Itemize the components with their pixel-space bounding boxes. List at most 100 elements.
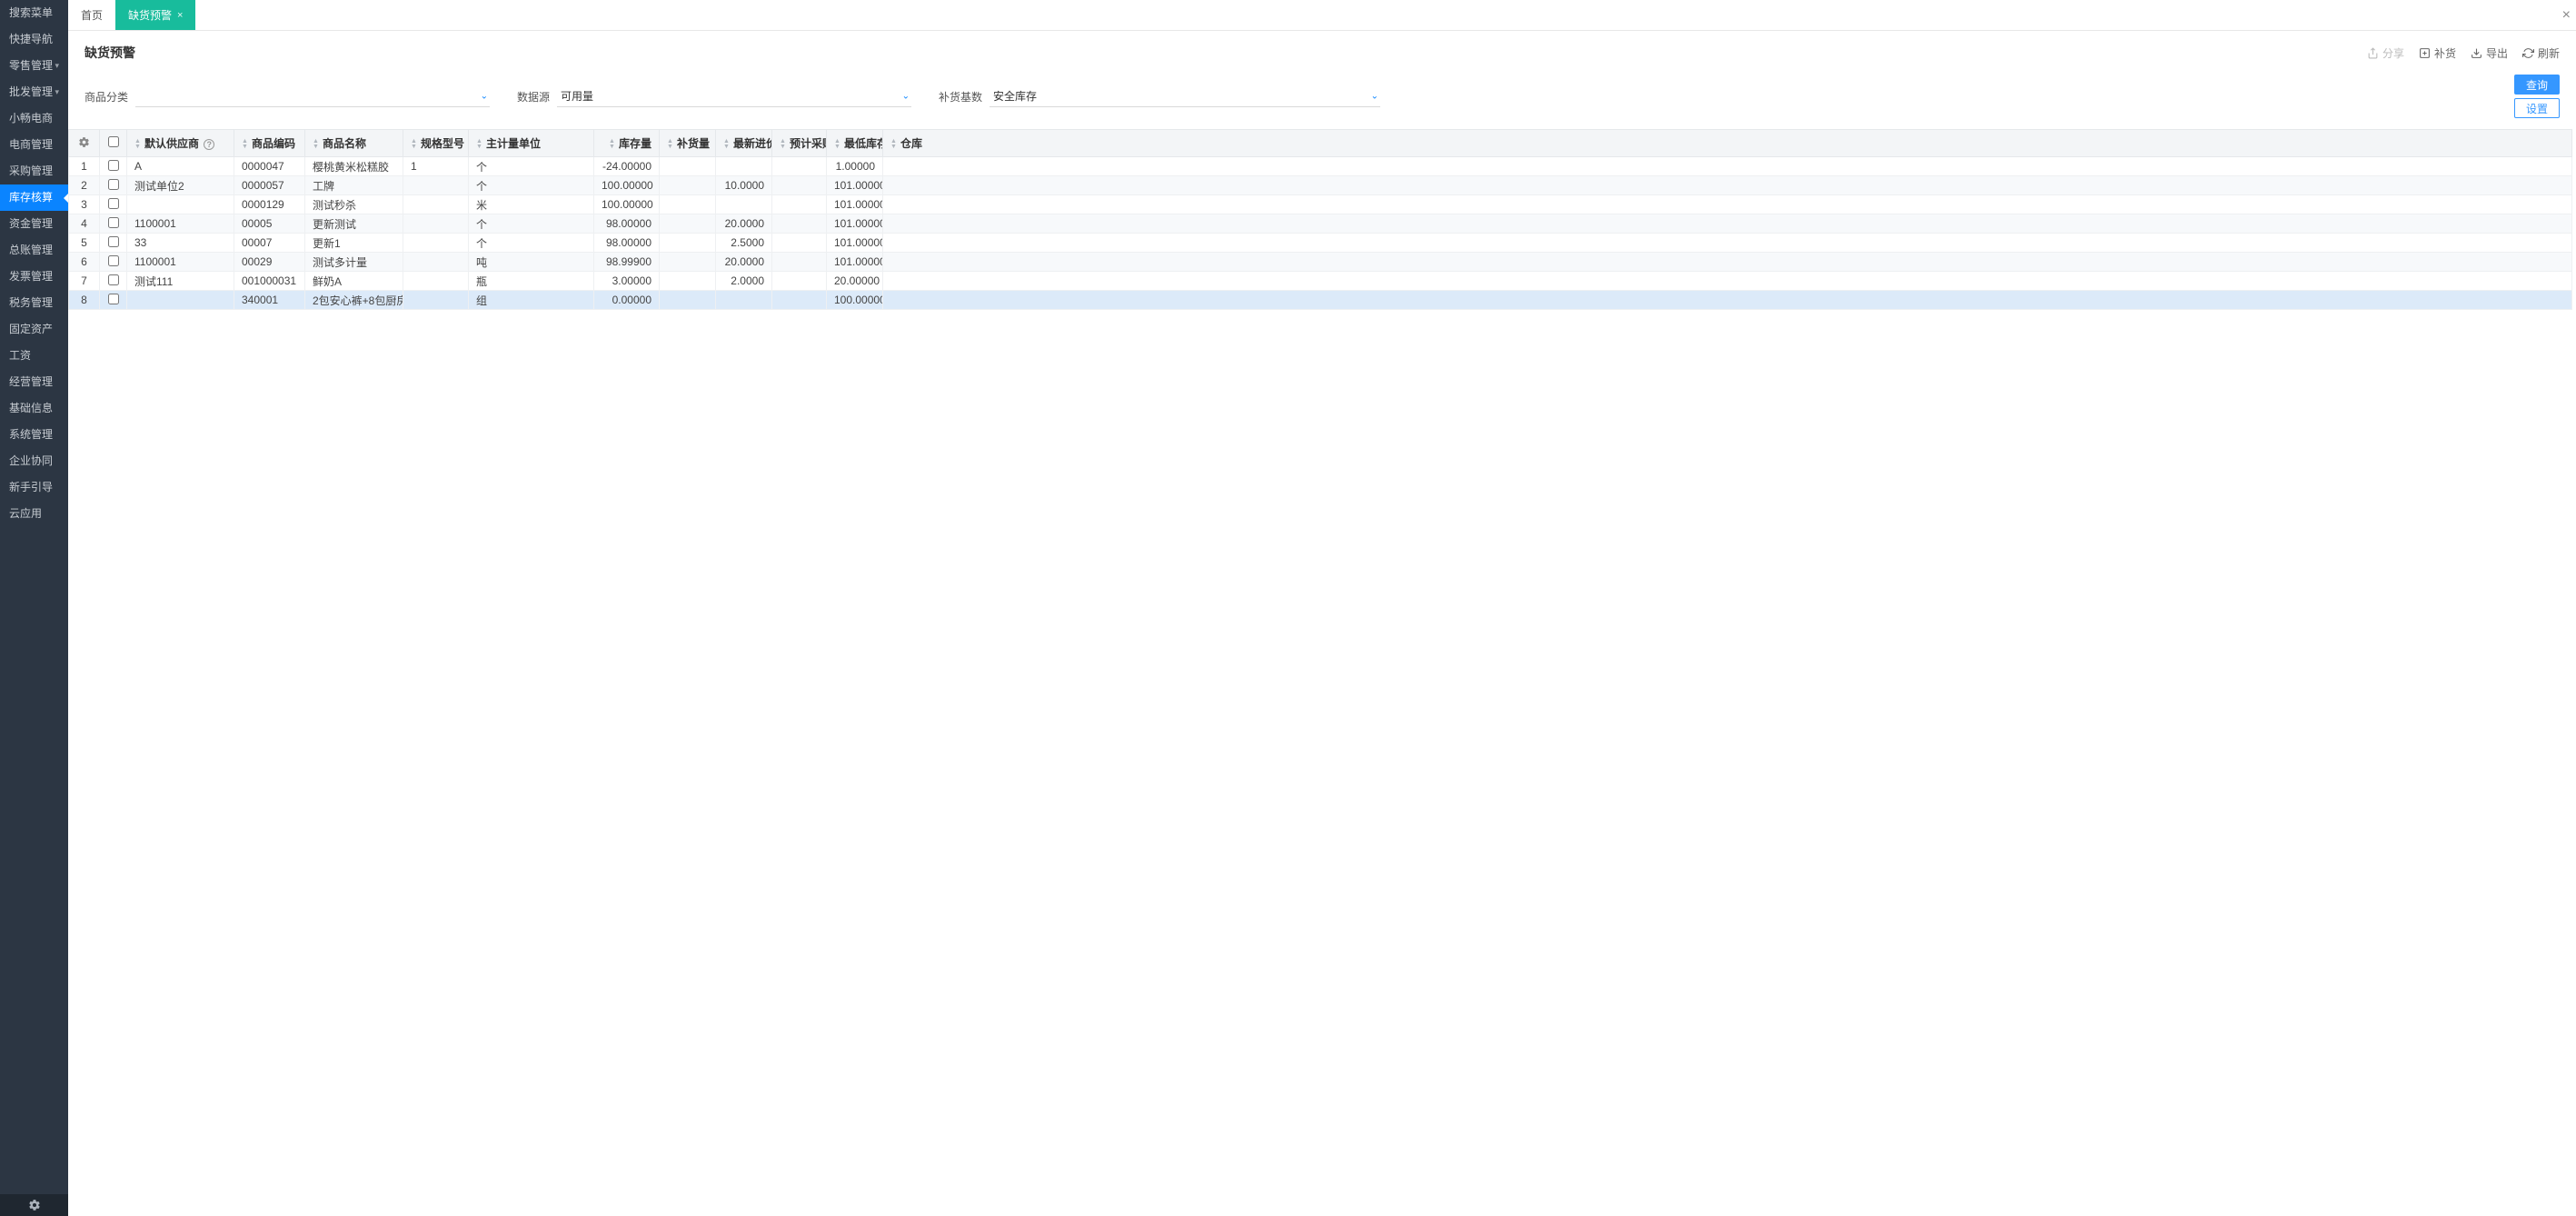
cell: 1100001 [127, 214, 234, 234]
cell [403, 291, 469, 310]
table-row[interactable]: 53300007更新1个98.000002.5000101.00000 [69, 234, 2572, 253]
tab-1[interactable]: 缺货预警× [115, 0, 195, 30]
cell [883, 272, 2572, 291]
cell: 100.00000 [594, 176, 660, 195]
cell [716, 291, 772, 310]
sidebar-item-18[interactable]: 新手引导 [0, 474, 68, 501]
filter-basis-select[interactable]: 安全库存 ⌄ [990, 85, 1380, 107]
share-action: 分享 [2367, 45, 2404, 61]
sidebar-item-3[interactable]: 批发管理▾ [0, 79, 68, 105]
col-minstock[interactable]: ▲▼最低库存 [827, 130, 883, 157]
row-checkbox[interactable] [108, 198, 119, 209]
col-supplier[interactable]: ▲▼默认供应商 ? [127, 130, 234, 157]
row-checkbox[interactable] [108, 179, 119, 190]
cell: 101.00000 [827, 214, 883, 234]
sidebar-item-label: 经营管理 [9, 369, 53, 395]
sidebar-item-17[interactable]: 企业协同 [0, 448, 68, 474]
cell [403, 214, 469, 234]
cell [127, 195, 234, 214]
sidebar-item-9[interactable]: 总账管理 [0, 237, 68, 264]
col-warehouse[interactable]: ▲▼仓库 [883, 130, 2572, 157]
sidebar-item-label: 企业协同 [9, 448, 53, 474]
table-row[interactable]: 30000129测试秒杀米100.00000101.00000 [69, 195, 2572, 214]
sort-icon: ▲▼ [411, 139, 417, 150]
cell: 测试单位2 [127, 176, 234, 195]
sidebar-item-0[interactable]: 搜索菜单 [0, 0, 68, 26]
sidebar-item-6[interactable]: 采购管理 [0, 158, 68, 184]
sidebar-item-2[interactable]: 零售管理▾ [0, 53, 68, 79]
export-action[interactable]: 导出 [2471, 45, 2508, 61]
row-checkbox[interactable] [108, 217, 119, 228]
query-button[interactable]: 查询 [2514, 75, 2560, 95]
row-checkbox[interactable] [108, 255, 119, 266]
row-checkbox[interactable] [108, 160, 119, 171]
cell: 测试111 [127, 272, 234, 291]
sidebar-item-7[interactable]: 库存核算 [0, 184, 68, 211]
col-unit[interactable]: ▲▼主计量单位 [469, 130, 594, 157]
table-row[interactable]: 1A0000047樱桃黄米松糕胶1个-24.000001.00000 [69, 157, 2572, 176]
refresh-action[interactable]: 刷新 [2522, 45, 2560, 61]
gear-icon [28, 1199, 41, 1211]
sidebar-item-4[interactable]: 小畅电商 [0, 105, 68, 132]
sidebar-item-12[interactable]: 固定资产 [0, 316, 68, 343]
sidebar-item-14[interactable]: 经营管理 [0, 369, 68, 395]
tabs-close-all[interactable]: × [2562, 0, 2571, 31]
sidebar-item-16[interactable]: 系统管理 [0, 422, 68, 448]
filter-category-select[interactable]: ⌄ [135, 85, 490, 107]
cell [883, 195, 2572, 214]
cell: 98.00000 [594, 234, 660, 253]
cell: 00029 [234, 253, 305, 272]
col-stock[interactable]: ▲▼库存量 [594, 130, 660, 157]
row-checkbox[interactable] [108, 274, 119, 285]
column-settings[interactable] [69, 130, 100, 157]
select-all-checkbox[interactable] [108, 136, 119, 147]
cell: 工牌 [305, 176, 403, 195]
sidebar-settings[interactable] [0, 1194, 68, 1216]
cell: 瓶 [469, 272, 594, 291]
filter-source-select[interactable]: 可用量 ⌄ [557, 85, 911, 107]
close-icon[interactable]: × [177, 10, 183, 21]
cell: 更新测试 [305, 214, 403, 234]
cell: 2包安心裤+8包厨房湿巾 [305, 291, 403, 310]
cell: 组 [469, 291, 594, 310]
cell [772, 272, 827, 291]
col-name[interactable]: ▲▼商品名称 [305, 130, 403, 157]
table-row[interactable]: 2测试单位20000057工牌个100.0000010.0000101.0000… [69, 176, 2572, 195]
row-checkbox[interactable] [108, 236, 119, 247]
filter-source-label: 数据源 [517, 89, 550, 105]
select-all-header[interactable] [100, 130, 127, 157]
sidebar-item-label: 库存核算 [9, 184, 53, 211]
sidebar-item-label: 云应用 [9, 501, 42, 527]
cell [660, 253, 716, 272]
sidebar-item-1[interactable]: 快捷导航 [0, 26, 68, 53]
sidebar-item-19[interactable]: 云应用 [0, 501, 68, 527]
cell: 20.0000 [716, 253, 772, 272]
sidebar-item-11[interactable]: 税务管理 [0, 290, 68, 316]
sidebar-item-10[interactable]: 发票管理 [0, 264, 68, 290]
sidebar-item-5[interactable]: 电商管理 [0, 132, 68, 158]
sidebar-item-13[interactable]: 工资 [0, 343, 68, 369]
col-price[interactable]: ▲▼最新进价 [716, 130, 772, 157]
chevron-down-icon: ▾ [55, 53, 59, 79]
table-row[interactable]: 7测试111001000031鲜奶A瓶3.000002.000020.00000 [69, 272, 2572, 291]
sidebar-item-8[interactable]: 资金管理 [0, 211, 68, 237]
tab-0[interactable]: 首页 [68, 0, 115, 30]
cell [660, 291, 716, 310]
sidebar-item-label: 总账管理 [9, 237, 53, 264]
col-code[interactable]: ▲▼商品编码 [234, 130, 305, 157]
help-icon[interactable]: ? [204, 139, 214, 150]
replenish-action[interactable]: 补货 [2419, 45, 2456, 61]
settings-button[interactable]: 设置 [2514, 98, 2560, 118]
table-row[interactable]: 83400012包安心裤+8包厨房湿巾组0.00000100.00000 [69, 291, 2572, 310]
row-checkbox[interactable] [108, 294, 119, 304]
chevron-down-icon: ▾ [55, 79, 59, 105]
col-replenish[interactable]: ▲▼补货量 [660, 130, 716, 157]
sort-icon: ▲▼ [780, 139, 786, 150]
cell [772, 157, 827, 176]
col-spec[interactable]: ▲▼规格型号 [403, 130, 469, 157]
table-row[interactable]: 4110000100005更新测试个98.0000020.0000101.000… [69, 214, 2572, 234]
sidebar-item-15[interactable]: 基础信息 [0, 395, 68, 422]
cell: 1100001 [127, 253, 234, 272]
col-est[interactable]: ▲▼预计采购... [772, 130, 827, 157]
table-row[interactable]: 6110000100029测试多计量吨98.9990020.0000101.00… [69, 253, 2572, 272]
